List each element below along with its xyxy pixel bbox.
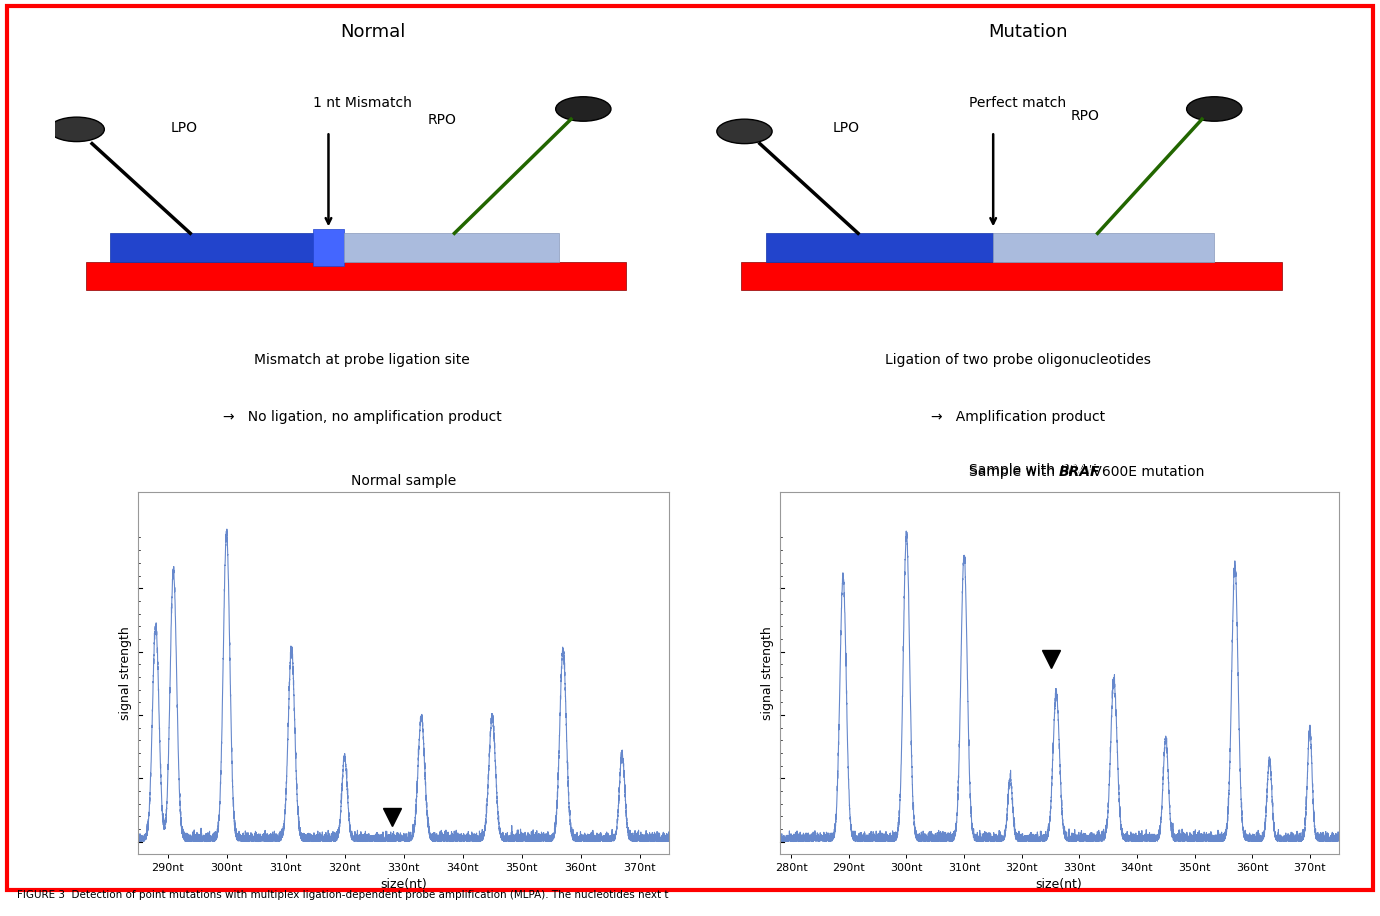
FancyBboxPatch shape — [313, 229, 344, 266]
Text: LPO: LPO — [832, 122, 860, 136]
FancyBboxPatch shape — [344, 234, 559, 262]
Text: Perfect match: Perfect match — [969, 96, 1067, 110]
Text: Mismatch at probe ligation site: Mismatch at probe ligation site — [254, 353, 471, 366]
Ellipse shape — [50, 117, 105, 142]
Ellipse shape — [716, 119, 773, 144]
Text: Ligation of two probe oligonucleotides: Ligation of two probe oligonucleotides — [885, 353, 1151, 366]
Y-axis label: signal strength: signal strength — [120, 626, 132, 720]
FancyBboxPatch shape — [86, 262, 627, 290]
Text: Sample with: Sample with — [969, 465, 1060, 479]
Text: →   Amplification product: → Amplification product — [930, 409, 1105, 424]
Text: V600E mutation: V600E mutation — [1089, 465, 1205, 479]
Text: FIGURE 3  Detection of point mutations with multiplex ligation-dependent probe a: FIGURE 3 Detection of point mutations wi… — [17, 889, 668, 900]
X-axis label: size(nt): size(nt) — [381, 878, 426, 891]
FancyBboxPatch shape — [766, 234, 994, 262]
FancyBboxPatch shape — [110, 234, 331, 262]
Text: BRAF: BRAF — [1060, 463, 1096, 477]
Text: LPO: LPO — [171, 122, 197, 136]
Text: RPO: RPO — [1071, 109, 1100, 124]
X-axis label: size(nt): size(nt) — [1036, 878, 1082, 891]
Y-axis label: signal strength: signal strength — [762, 626, 774, 720]
Text: Mutation: Mutation — [988, 23, 1068, 41]
Text: Sample with: Sample with — [969, 463, 1060, 477]
Text: RPO: RPO — [428, 114, 457, 127]
Title: Normal sample: Normal sample — [351, 474, 457, 488]
FancyBboxPatch shape — [741, 262, 1282, 290]
Text: BRAF: BRAF — [1060, 465, 1101, 479]
Text: Normal: Normal — [339, 23, 406, 41]
Text: BRAF V600E mutation: BRAF V600E mutation — [1060, 463, 1212, 477]
FancyBboxPatch shape — [994, 234, 1214, 262]
Text: →   No ligation, no amplification product: → No ligation, no amplification product — [224, 409, 501, 424]
Ellipse shape — [556, 97, 611, 121]
Text: 1 nt Mismatch: 1 nt Mismatch — [313, 96, 411, 110]
Ellipse shape — [1187, 97, 1242, 121]
